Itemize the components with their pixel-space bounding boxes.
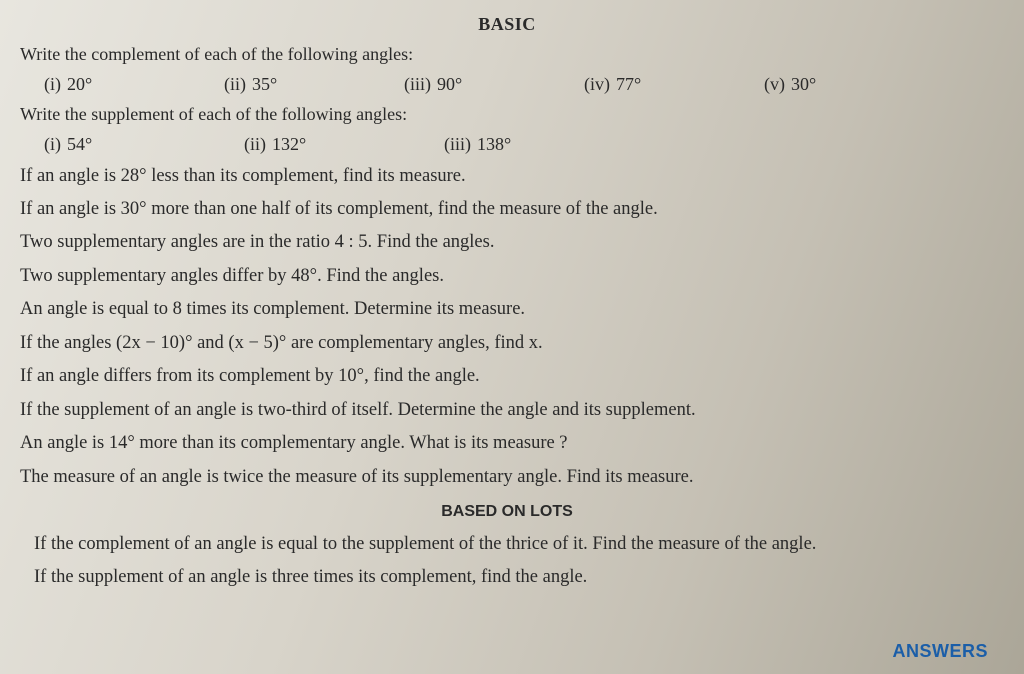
q1-item: (iii)90° bbox=[404, 71, 584, 99]
lots-question-line: If the supplement of an angle is three t… bbox=[34, 562, 994, 593]
answers-heading: ANSWERS bbox=[892, 641, 988, 662]
q2-item: (ii)132° bbox=[244, 131, 444, 159]
question-line: If an angle is 30° more than one half of… bbox=[20, 194, 994, 225]
q2-items: (i)54° (ii)132° (iii)138° bbox=[44, 131, 994, 159]
question-line: Two supplementary angles are in the rati… bbox=[20, 227, 994, 258]
question-line: An angle is equal to 8 times its complem… bbox=[20, 294, 994, 325]
page-root: { "headings": { "basic": "BASIC", "lots"… bbox=[0, 0, 1024, 674]
q1-item: (v)30° bbox=[764, 71, 944, 99]
q1-item: (i)20° bbox=[44, 71, 224, 99]
question-line: If an angle differs from its complement … bbox=[20, 361, 994, 392]
q2-item: (iii)138° bbox=[444, 131, 644, 159]
question-line: An angle is 14° more than its complement… bbox=[20, 428, 994, 459]
q1-prompt: Write the complement of each of the foll… bbox=[20, 41, 994, 69]
question-line: The measure of an angle is twice the mea… bbox=[20, 462, 994, 493]
question-line: Two supplementary angles differ by 48°. … bbox=[20, 261, 994, 292]
q1-item: (iv)77° bbox=[584, 71, 764, 99]
question-line: If the angles (2x − 10)° and (x − 5)° ar… bbox=[20, 328, 994, 359]
lots-question-line: If the complement of an angle is equal t… bbox=[34, 529, 994, 560]
question-line: If the supplement of an angle is two-thi… bbox=[20, 395, 994, 426]
question-line: If an angle is 28° less than its complem… bbox=[20, 161, 994, 192]
q2-item: (i)54° bbox=[44, 131, 244, 159]
q1-items: (i)20° (ii)35° (iii)90° (iv)77° (v)30° bbox=[44, 71, 994, 99]
q1-item: (ii)35° bbox=[224, 71, 404, 99]
section-heading-lots: BASED ON LOTS bbox=[20, 503, 994, 521]
section-heading-basic: BASIC bbox=[20, 14, 994, 35]
q2-prompt: Write the supplement of each of the foll… bbox=[20, 101, 994, 129]
